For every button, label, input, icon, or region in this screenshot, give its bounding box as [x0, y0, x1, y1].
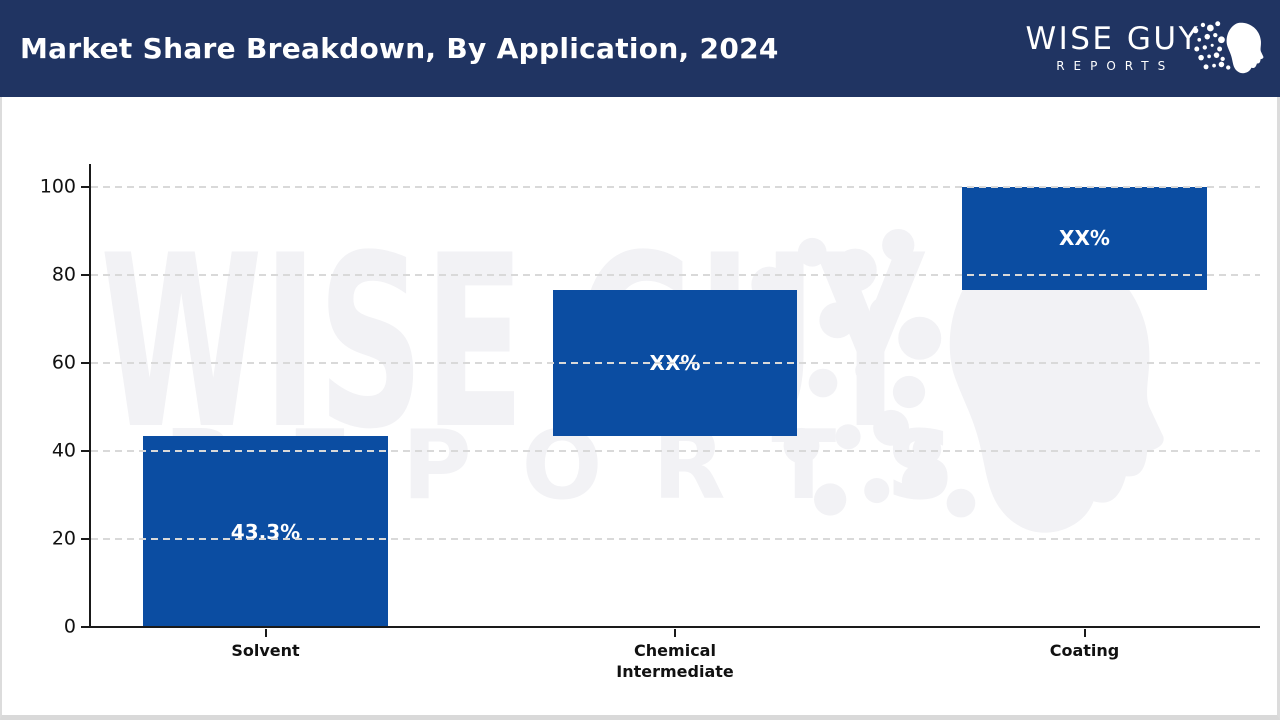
y-tick-20: [81, 538, 89, 540]
y-tick-40: [81, 450, 89, 452]
plot-area: 0 20 40 60 80 100 43.3% Solvent XX% Chemical Inte…: [40, 164, 1260, 681]
x-tick-2: [1083, 629, 1086, 637]
x-axis-line: [89, 626, 1260, 628]
x-category-label: Chemical Intermediate: [616, 641, 734, 681]
gridline-60: [91, 362, 1260, 364]
logo-wordmark: WISE GUY: [1025, 21, 1200, 57]
gridline-20: [91, 538, 1260, 540]
header-bar: Market Share Breakdown, By Application, …: [0, 0, 1280, 97]
x-category-label: Solvent: [231, 641, 300, 660]
y-tick-100: [81, 186, 89, 188]
bar-value-label: XX%: [1059, 226, 1110, 251]
y-tick-60: [81, 362, 89, 364]
y-axis-line: [89, 164, 91, 628]
gridline-100: [91, 186, 1260, 188]
page-title: Market Share Breakdown, By Application, …: [20, 32, 779, 65]
logo-subtitle: REPORTS: [1056, 59, 1175, 73]
y-tick-0: [81, 626, 89, 628]
y-tick-label-40: 40: [51, 439, 76, 462]
y-tick-label-80: 80: [51, 263, 76, 286]
y-tick-label-60: 60: [51, 351, 76, 374]
gridline-40: [91, 450, 1260, 452]
gridline-80: [91, 274, 1260, 276]
x-tick-0: [264, 629, 267, 637]
y-tick-label-0: 0: [63, 615, 76, 638]
chart-canvas: WISE GUY REPORTS 0 20 40 60 80 100 43.3% Solv: [0, 97, 1280, 720]
bar-value-label: 43.3%: [230, 519, 301, 544]
bar-solvent: 43.3%: [143, 436, 388, 627]
wise-guy-logo: WISE GUY REPORTS: [1025, 9, 1264, 89]
x-tick-1: [674, 629, 676, 637]
x-category-label: Coating: [1049, 641, 1120, 660]
y-tick-80: [81, 274, 89, 276]
y-tick-label-20: 20: [51, 527, 76, 550]
logo-text: WISE GUY REPORTS: [1025, 21, 1200, 74]
logo-head-icon: [1192, 20, 1264, 73]
y-tick-label-100: 100: [39, 175, 76, 198]
